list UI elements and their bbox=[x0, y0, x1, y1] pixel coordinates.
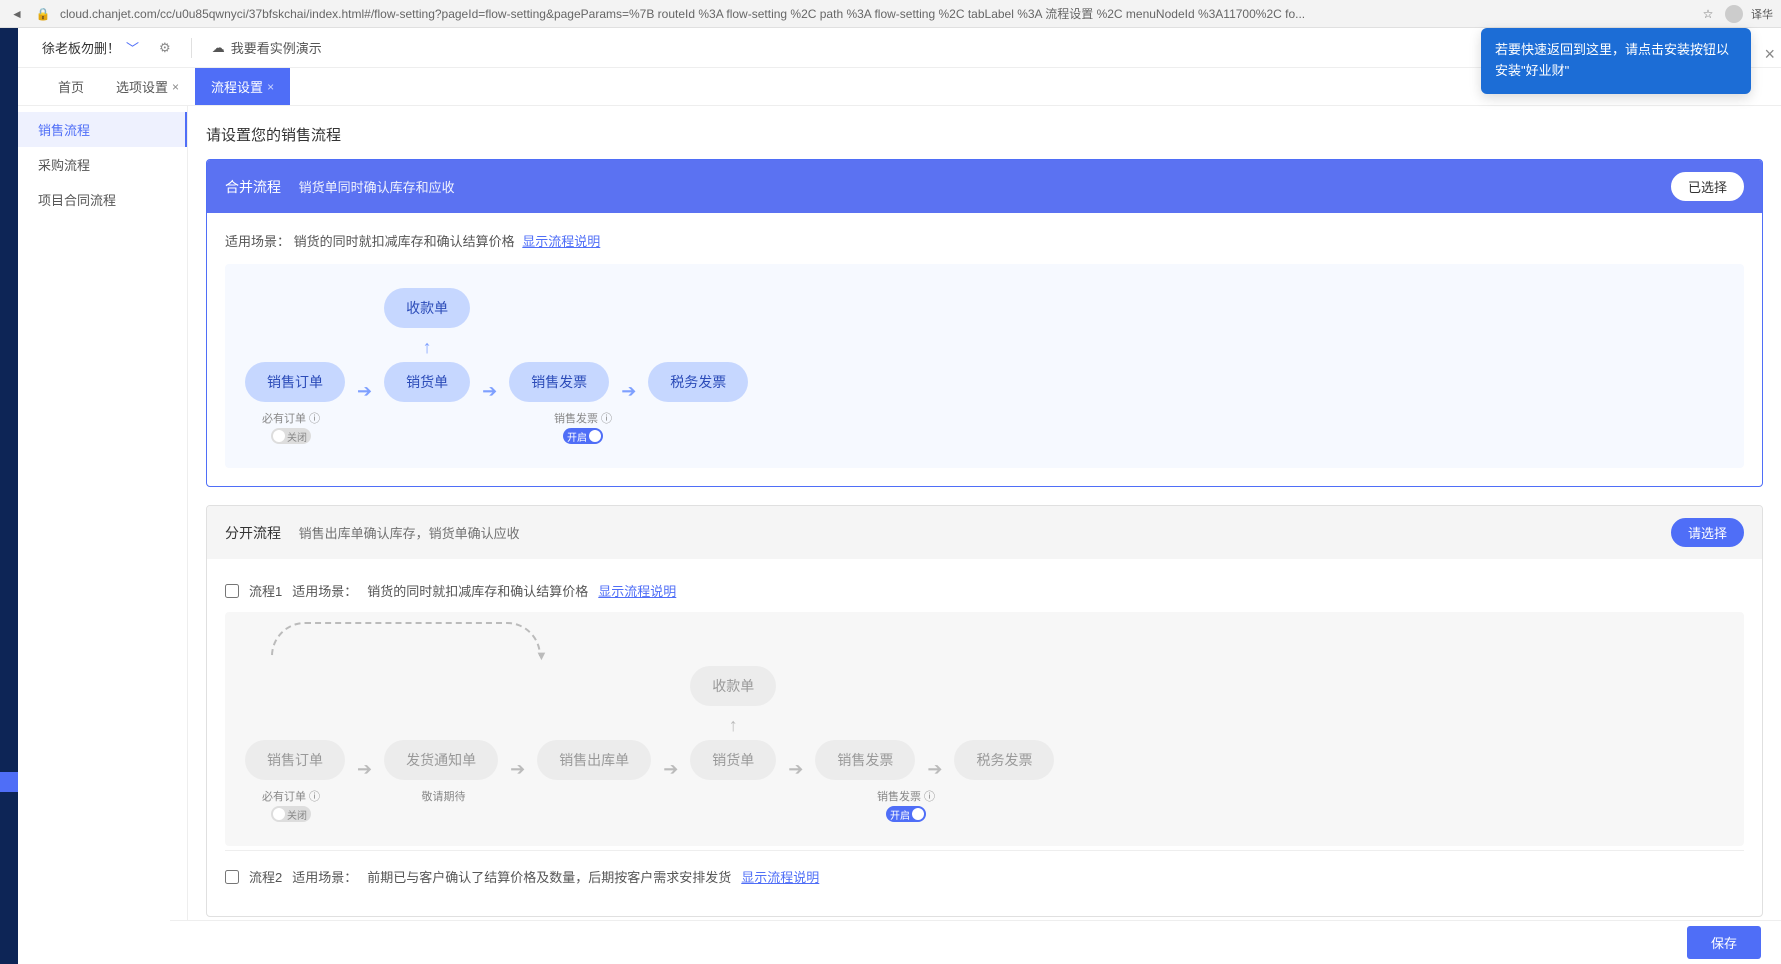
node-sinvoice: 销售发票 bbox=[815, 740, 915, 780]
sidebar-item-contract[interactable]: 项目合同流程 bbox=[18, 182, 187, 217]
flow1-diagram: ▼ 销售订单 ➔ 发货通知单 ➔ 销售出库单 ➔ 收款单 ↑ 销货单 bbox=[225, 612, 1744, 846]
flow2-checkbox[interactable] bbox=[225, 870, 239, 884]
flow2-scenario-text: 前期已与客户确认了结算价格及数量，后期按客户需求安排发货 bbox=[367, 867, 731, 886]
sinvoice-toggle[interactable]: 开启 bbox=[563, 428, 603, 444]
toast-close-icon[interactable]: × bbox=[1764, 44, 1775, 65]
flow1-sinvoice-toggle[interactable]: 开启 bbox=[886, 806, 926, 822]
flow1-row: 流程1 适用场景： 销货的同时就扣减库存和确认结算价格 显示流程说明 bbox=[225, 581, 1744, 600]
merge-flow-title: 合并流程 bbox=[225, 179, 281, 195]
account-dropdown[interactable]: 徐老板勿删！ ﹀ bbox=[42, 38, 139, 57]
flow1-scenario-text: 销货的同时就扣减库存和确认结算价格 bbox=[367, 581, 588, 600]
demo-link[interactable]: ☁ 我要看实例演示 bbox=[212, 38, 322, 57]
account-name: 徐老板勿删！ bbox=[42, 38, 120, 57]
flow1-order-toggle[interactable]: 关闭 bbox=[271, 806, 311, 822]
arrow-up-icon: ↑ bbox=[729, 716, 738, 734]
lock-icon: 🔒 bbox=[34, 5, 52, 23]
flow2-show-link[interactable]: 显示流程说明 bbox=[741, 867, 819, 886]
arrow-icon: ➔ bbox=[482, 381, 497, 402]
gear-icon[interactable]: ⚙ bbox=[159, 40, 171, 56]
arrow-up-icon: ↑ bbox=[423, 338, 432, 356]
tab-label: 流程设置 bbox=[211, 77, 263, 96]
arrow-icon: ➔ bbox=[788, 759, 803, 780]
avatar-icon[interactable] bbox=[1725, 5, 1743, 23]
rhs-text: 译华 bbox=[1751, 6, 1773, 22]
chevron-down-icon: ﹀ bbox=[126, 38, 139, 57]
node-pay: 收款单 bbox=[384, 288, 470, 328]
arrow-icon: ➔ bbox=[510, 759, 525, 780]
arrow-icon: ➔ bbox=[357, 381, 372, 402]
show-flow-link[interactable]: 显示流程说明 bbox=[522, 234, 600, 249]
page-title: 请设置您的销售流程 bbox=[206, 124, 1763, 145]
divider bbox=[191, 38, 192, 58]
tab-options[interactable]: 选项设置 × bbox=[100, 68, 195, 105]
arrow-icon: ➔ bbox=[927, 759, 942, 780]
sidebar-item-sales[interactable]: 销售流程 bbox=[18, 112, 187, 147]
back-icon[interactable]: ◄ bbox=[8, 5, 26, 23]
browser-address-bar: ◄ 🔒 cloud.chanjet.com/cc/u0u85qwnyci/37b… bbox=[0, 0, 1781, 28]
sidebar: 销售流程 采购流程 项目合同流程 bbox=[18, 106, 188, 964]
demo-label: 我要看实例演示 bbox=[231, 38, 322, 57]
skip-arc bbox=[271, 622, 541, 656]
node-tinvoice: 税务发票 bbox=[954, 740, 1054, 780]
sinv-opt-label: 销售发票 ⓘ bbox=[877, 788, 935, 804]
install-toast: 若要快速返回到这里，请点击安装按钮以安装"好业财" bbox=[1481, 28, 1751, 94]
save-button[interactable]: 保存 bbox=[1687, 926, 1761, 959]
node-out: 销售出库单 bbox=[537, 740, 651, 780]
arc-arrow-icon: ▼ bbox=[535, 648, 548, 663]
notice-opt-label: 敬请期待 bbox=[422, 788, 466, 804]
sidebar-item-label: 销售流程 bbox=[38, 123, 90, 138]
sidebar-item-label: 项目合同流程 bbox=[38, 193, 116, 208]
node-sinvoice: 销售发票 bbox=[509, 362, 609, 402]
node-ship: 销货单 bbox=[690, 740, 776, 780]
flow1-name: 流程1 bbox=[249, 581, 282, 600]
tab-flow-settings[interactable]: 流程设置 × bbox=[195, 68, 290, 105]
left-nav-strip bbox=[0, 28, 18, 964]
sidebar-item-purchase[interactable]: 采购流程 bbox=[18, 147, 187, 182]
order-toggle[interactable]: 关闭 bbox=[271, 428, 311, 444]
merge-flow-subtitle: 销货单同时确认库存和应收 bbox=[299, 180, 455, 195]
close-icon[interactable]: × bbox=[172, 80, 179, 94]
flow1-show-link[interactable]: 显示流程说明 bbox=[598, 581, 676, 600]
split-flow-header: 分开流程 销售出库单确认库存，销货单确认应收 请选择 bbox=[207, 506, 1762, 559]
node-order: 销售订单 bbox=[245, 740, 345, 780]
scenario-text: 销货的同时就扣减库存和确认结算价格 bbox=[294, 234, 515, 249]
order-opt-label: 必有订单 ⓘ bbox=[262, 788, 320, 804]
main-content: 请设置您的销售流程 合并流程 销货单同时确认库存和应收 已选择 适用场景： 销货… bbox=[188, 106, 1781, 964]
arrow-icon: ➔ bbox=[621, 381, 636, 402]
toast-text: 若要快速返回到这里，请点击安装按钮以安装"好业财" bbox=[1495, 42, 1729, 78]
scenario-label: 适用场景： bbox=[225, 234, 290, 249]
merge-flow-scenario: 适用场景： 销货的同时就扣减库存和确认结算价格 显示流程说明 bbox=[225, 231, 1744, 250]
merge-flow-header: 合并流程 销货单同时确认库存和应收 已选择 bbox=[207, 160, 1762, 213]
sinv-opt-label: 销售发票 ⓘ bbox=[554, 410, 612, 426]
node-ship: 销货单 bbox=[384, 362, 470, 402]
sidebar-item-label: 采购流程 bbox=[38, 158, 90, 173]
node-order: 销售订单 bbox=[245, 362, 345, 402]
split-flow-subtitle: 销售出库单确认库存，销货单确认应收 bbox=[299, 526, 520, 541]
tab-home[interactable]: 首页 bbox=[42, 68, 100, 105]
split-flow-select-button[interactable]: 请选择 bbox=[1671, 518, 1744, 547]
split-flow-card: 分开流程 销售出库单确认库存，销货单确认应收 请选择 流程1 适用场景： 销货的… bbox=[206, 505, 1763, 917]
arrow-icon: ➔ bbox=[357, 759, 372, 780]
merge-flow-diagram: 销售订单 ➔ 收款单 ↑ 销货单 ➔ 销售发票 ➔ bbox=[225, 264, 1744, 468]
flow1-scenario-label: 适用场景： bbox=[292, 581, 357, 600]
tab-label: 首页 bbox=[58, 77, 84, 96]
split-flow-title: 分开流程 bbox=[225, 525, 281, 541]
order-opt-label: 必有订单 ⓘ bbox=[262, 410, 320, 426]
cloud-icon: ☁ bbox=[212, 40, 225, 56]
flow2-row: 流程2 适用场景： 前期已与客户确认了结算价格及数量，后期按客户需求安排发货 显… bbox=[225, 867, 1744, 886]
tab-label: 选项设置 bbox=[116, 77, 168, 96]
merge-flow-card: 合并流程 销货单同时确认库存和应收 已选择 适用场景： 销货的同时就扣减库存和确… bbox=[206, 159, 1763, 487]
flow1-checkbox[interactable] bbox=[225, 584, 239, 598]
arrow-icon: ➔ bbox=[663, 759, 678, 780]
flow2-name: 流程2 bbox=[249, 867, 282, 886]
flow2-scenario-label: 适用场景： bbox=[292, 867, 357, 886]
url-text: cloud.chanjet.com/cc/u0u85qwnyci/37bfskc… bbox=[60, 5, 1691, 22]
node-notice: 发货通知单 bbox=[384, 740, 498, 780]
close-icon[interactable]: × bbox=[267, 80, 274, 94]
merge-flow-select-button[interactable]: 已选择 bbox=[1671, 172, 1744, 201]
node-tinvoice: 税务发票 bbox=[648, 362, 748, 402]
node-pay: 收款单 bbox=[690, 666, 776, 706]
star-icon[interactable]: ☆ bbox=[1699, 5, 1717, 23]
save-bar: 保存 bbox=[170, 920, 1781, 964]
